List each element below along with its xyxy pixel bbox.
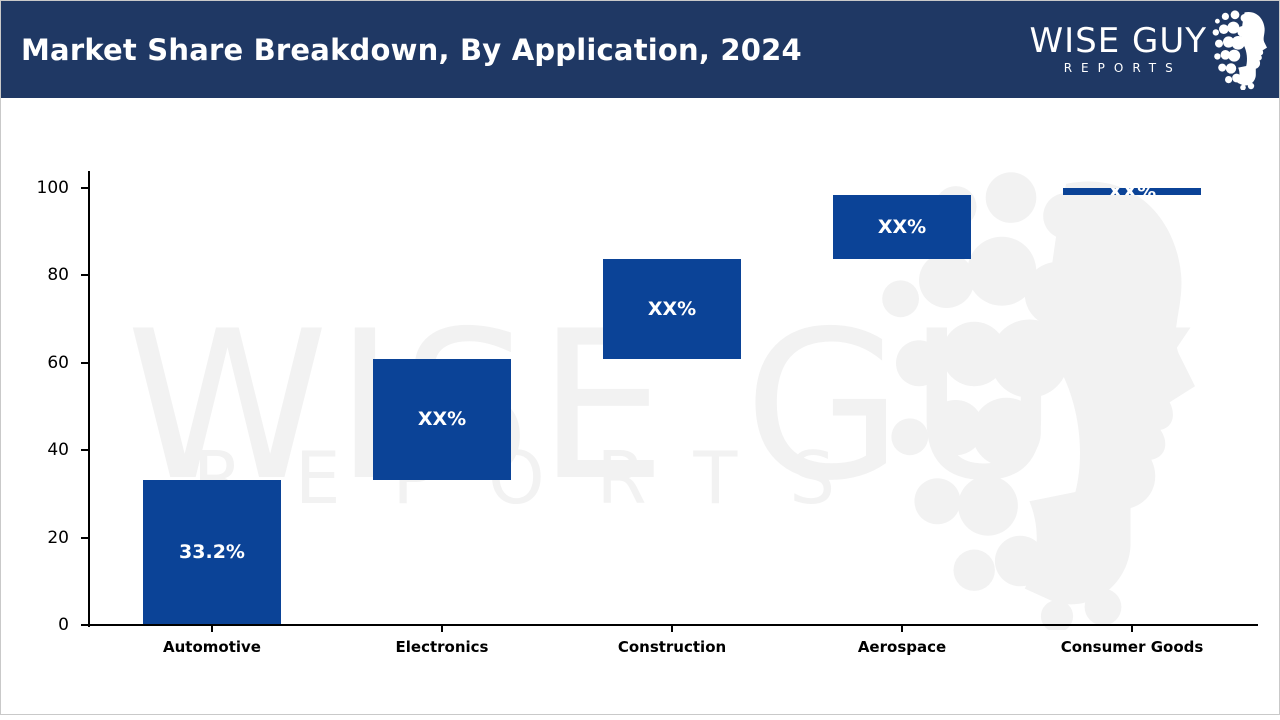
bar-aerospace: XX%: [833, 194, 971, 259]
x-tick-mark: [901, 625, 903, 632]
gridline-overlay: [89, 449, 1258, 451]
bar-electronics: XX%: [373, 358, 511, 480]
category-label-automotive: Automotive: [163, 638, 261, 656]
bar-value-label: XX%: [1108, 188, 1156, 195]
y-tick-mark: [81, 449, 88, 452]
y-axis-line: [88, 171, 90, 627]
y-tick-mark: [81, 274, 88, 277]
y-tick-mark: [81, 624, 88, 626]
logo-sub: REPORTS: [1063, 61, 1182, 76]
bar-construction: XX%: [603, 258, 741, 359]
wise-guy-logo: WISE GUY REPORTS: [1029, 1, 1267, 98]
x-tick-mark: [211, 625, 213, 632]
y-tick-label: 60: [47, 352, 69, 373]
header: Market Share Breakdown, By Application, …: [1, 1, 1279, 98]
x-tick-mark: [441, 625, 443, 632]
category-label-consumer-goods: Consumer Goods: [1060, 638, 1204, 656]
gridline-overlay: [89, 274, 1258, 276]
category-label-aerospace: Aerospace: [857, 638, 947, 656]
category-label-electronics: Electronics: [395, 638, 489, 656]
page-title: Market Share Breakdown, By Application, …: [21, 32, 802, 67]
bar-value-label: XX%: [647, 297, 697, 320]
x-tick-mark: [1131, 625, 1133, 632]
y-tick-mark: [81, 361, 88, 364]
y-tick-label: 40: [47, 440, 69, 461]
gridline-overlay: [89, 362, 1258, 364]
y-tick-label: 100: [36, 178, 69, 198]
bar-consumer-goods: XX%: [1063, 188, 1201, 195]
y-tick-label: 20: [47, 527, 69, 548]
bar-value-label: XX%: [417, 408, 467, 431]
bar-value-label: XX%: [877, 215, 927, 238]
gridline-overlay: [89, 537, 1258, 539]
wise-guy-head-icon: [1212, 9, 1267, 90]
y-tick-label: 0: [58, 615, 69, 635]
x-tick-mark: [671, 625, 673, 632]
logo-name: WISE GUY: [1029, 20, 1207, 61]
bar-value-label: 33.2%: [179, 541, 245, 564]
y-tick-mark: [81, 187, 88, 189]
bar-automotive: 33.2%: [143, 479, 281, 625]
y-tick-mark: [81, 536, 88, 539]
logo-text: WISE GUY REPORTS: [1029, 20, 1207, 76]
y-tick-label: 80: [47, 265, 69, 286]
gridline-overlay: [89, 187, 1258, 189]
category-label-construction: Construction: [617, 638, 727, 656]
